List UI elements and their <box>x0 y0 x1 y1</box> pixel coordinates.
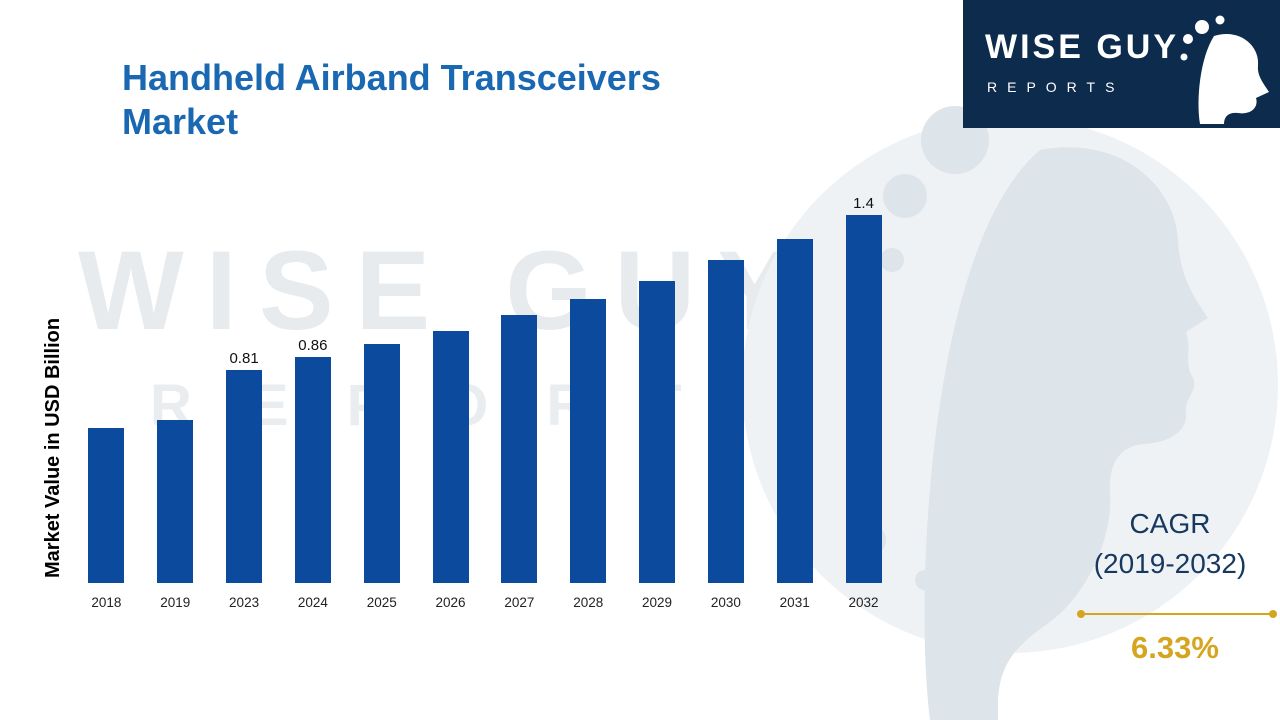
bar-2031 <box>776 239 813 583</box>
cagr-divider-line <box>1077 610 1277 618</box>
bar-column-2018: 2018 <box>72 176 141 610</box>
x-axis-tick-2019: 2019 <box>160 595 191 610</box>
bar-value-label-2023: 0.81 <box>229 350 259 367</box>
bar-column-2032: 1.4 2032 <box>829 176 898 610</box>
bar-2018 <box>88 428 125 583</box>
x-axis-tick-2029: 2029 <box>642 595 673 610</box>
cagr-label: CAGR <box>1129 508 1211 539</box>
bar-value-label-2024: 0.86 <box>298 337 328 354</box>
bar-column-2029: 2029 <box>623 176 692 610</box>
cagr-value: 6.33% <box>1131 630 1219 665</box>
brand-name: WISE GUY <box>985 28 1180 66</box>
x-axis-tick-2018: 2018 <box>91 595 122 610</box>
bar-2029 <box>639 281 676 583</box>
bar-2027 <box>501 315 538 583</box>
bar-2032 <box>845 215 882 583</box>
bar-column-2023: 0.81 2023 <box>210 176 279 610</box>
bar-chart: 2018 2019 0.81 2023 0.86 2024 2025 2026 2027 2028… <box>72 176 898 610</box>
bar-column-2025: 2025 <box>347 176 416 610</box>
bar-2028 <box>570 299 607 583</box>
cagr-range: (2019-2032) <box>1093 548 1247 579</box>
x-axis-tick-2028: 2028 <box>573 595 604 610</box>
brand-head-icon <box>1180 15 1269 124</box>
bar-column-2019: 2019 <box>141 176 210 610</box>
page-title: Handheld Airband Transceivers Market <box>122 57 661 143</box>
bar-2023 <box>226 370 263 583</box>
brand-subname: REPORTS <box>987 79 1125 95</box>
bar-column-2026: 2026 <box>416 176 485 610</box>
bar-column-2030: 2030 <box>691 176 760 610</box>
bar-2024 <box>294 357 331 583</box>
bar-2030 <box>707 260 744 583</box>
x-axis-tick-2031: 2031 <box>779 595 810 610</box>
x-axis-tick-2025: 2025 <box>366 595 397 610</box>
x-axis-tick-2026: 2026 <box>435 595 466 610</box>
x-axis-tick-2027: 2027 <box>504 595 535 610</box>
bar-2019 <box>157 420 194 583</box>
bar-value-label-2032: 1.4 <box>853 195 874 212</box>
bar-column-2027: 2027 <box>485 176 554 610</box>
x-axis-tick-2024: 2024 <box>297 595 328 610</box>
bar-2025 <box>363 344 400 583</box>
brand-wordmark: WISE GUY REPORTS <box>985 28 1179 95</box>
brand-panel: WISE GUY REPORTS <box>963 0 1280 128</box>
bar-column-2031: 2031 <box>760 176 829 610</box>
bar-column-2028: 2028 <box>554 176 623 610</box>
x-axis-tick-2032: 2032 <box>848 595 879 610</box>
y-axis-label: Market Value in USD Billion <box>42 317 64 578</box>
bar-2026 <box>432 331 469 583</box>
x-axis-tick-2023: 2023 <box>229 595 260 610</box>
bar-column-2024: 0.86 2024 <box>278 176 347 610</box>
cagr-block: CAGR (2019-2032) <box>1050 508 1280 580</box>
x-axis-tick-2030: 2030 <box>710 595 741 610</box>
